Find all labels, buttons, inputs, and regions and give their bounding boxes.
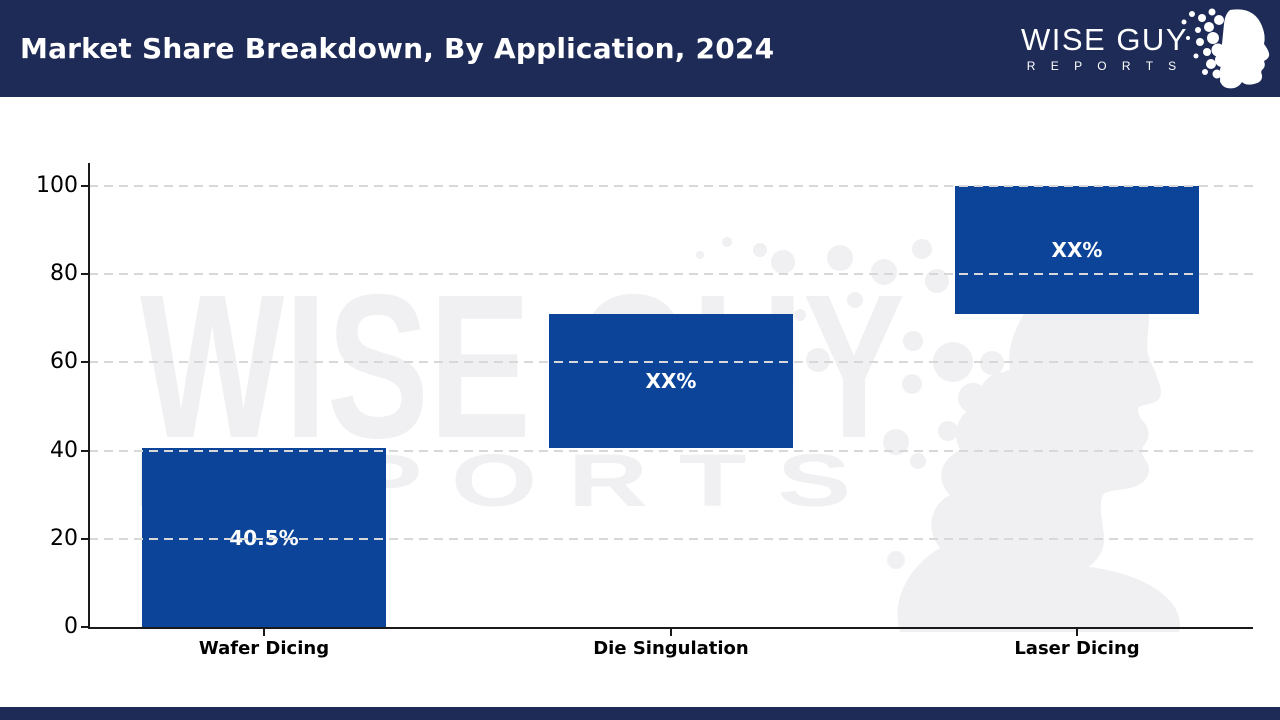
x-tick-label: Die Singulation [593,638,749,659]
bar-value-label: XX% [645,369,697,394]
gridline [89,185,1253,187]
header-band: Market Share Breakdown, By Application, … [0,0,1280,97]
wise-guy-reports-logo: WISE GUY R E P O R T S [1021,8,1274,90]
y-tick-label: 0 [64,614,78,639]
logo-head-icon [1181,8,1270,88]
y-tick-mark [81,185,89,187]
bar-value-label: XX% [1051,237,1103,262]
x-tick-mark [263,629,265,636]
y-tick-label: 80 [50,261,78,287]
bar-value-label: 40.5% [229,525,299,550]
gridline [89,361,1253,364]
y-tick-label: 40 [50,437,78,463]
gridline [89,449,1253,452]
y-tick-label: 60 [50,349,78,375]
page-title: Market Share Breakdown, By Application, … [20,32,775,65]
x-tick-mark [670,629,672,636]
gridline [89,273,1253,276]
y-tick-mark [81,449,89,452]
y-tick-mark [81,273,89,276]
footer-band [0,707,1280,720]
y-tick-label: 100 [36,173,78,198]
logo-subword: R E P O R T S [1026,59,1183,73]
gridline [89,537,1253,540]
x-tick-label: Laser Dicing [1014,638,1140,659]
watermark-head-icon [696,237,1180,632]
bar-3: XX% [955,186,1199,314]
bar-1: 40.5% [142,448,386,627]
y-tick-mark [81,361,89,364]
y-tick-mark [81,626,89,628]
y-axis-line [88,163,90,629]
bar-2: XX% [549,313,793,449]
x-tick-label: Wafer Dicing [198,638,330,659]
x-axis-line [88,627,1253,629]
logo-wordmark: WISE GUY [1020,22,1188,57]
y-tick-mark [81,537,89,540]
x-tick-mark [1076,629,1078,636]
y-tick-label: 20 [50,525,78,551]
logo-text: WISE GUY R E P O R T S [1021,24,1188,73]
